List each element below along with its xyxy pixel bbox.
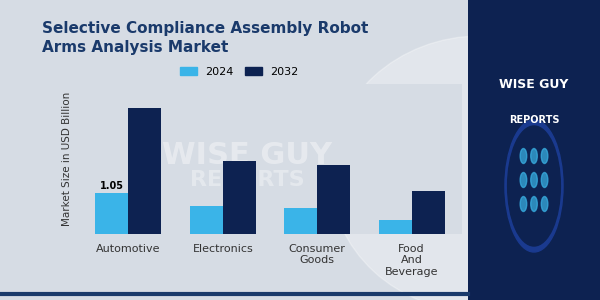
Circle shape — [531, 196, 538, 211]
Circle shape — [541, 148, 548, 164]
Text: WISE GUY: WISE GUY — [162, 142, 332, 170]
Text: Selective Compliance Assembly Robot
Arms Analysis Market: Selective Compliance Assembly Robot Arms… — [42, 21, 368, 55]
Circle shape — [541, 172, 548, 188]
Circle shape — [541, 196, 548, 211]
Text: WISE GUY: WISE GUY — [499, 77, 569, 91]
Bar — [95, 193, 128, 234]
Circle shape — [531, 172, 538, 188]
Circle shape — [505, 120, 563, 252]
Y-axis label: Market Size in USD Billion: Market Size in USD Billion — [62, 92, 73, 226]
Circle shape — [520, 148, 527, 164]
Text: REPORTS: REPORTS — [190, 170, 304, 190]
Bar — [128, 108, 161, 234]
Legend: 2024, 2032: 2024, 2032 — [175, 63, 303, 82]
Bar — [284, 208, 317, 234]
Bar — [412, 190, 445, 234]
Text: REPORTS: REPORTS — [509, 115, 559, 125]
Bar — [317, 165, 350, 234]
Circle shape — [520, 172, 527, 188]
Text: 1.05: 1.05 — [100, 181, 124, 190]
Bar — [379, 220, 412, 234]
Circle shape — [508, 126, 560, 246]
Circle shape — [531, 148, 538, 164]
Circle shape — [520, 196, 527, 211]
Bar — [223, 161, 256, 234]
Bar — [190, 206, 223, 234]
